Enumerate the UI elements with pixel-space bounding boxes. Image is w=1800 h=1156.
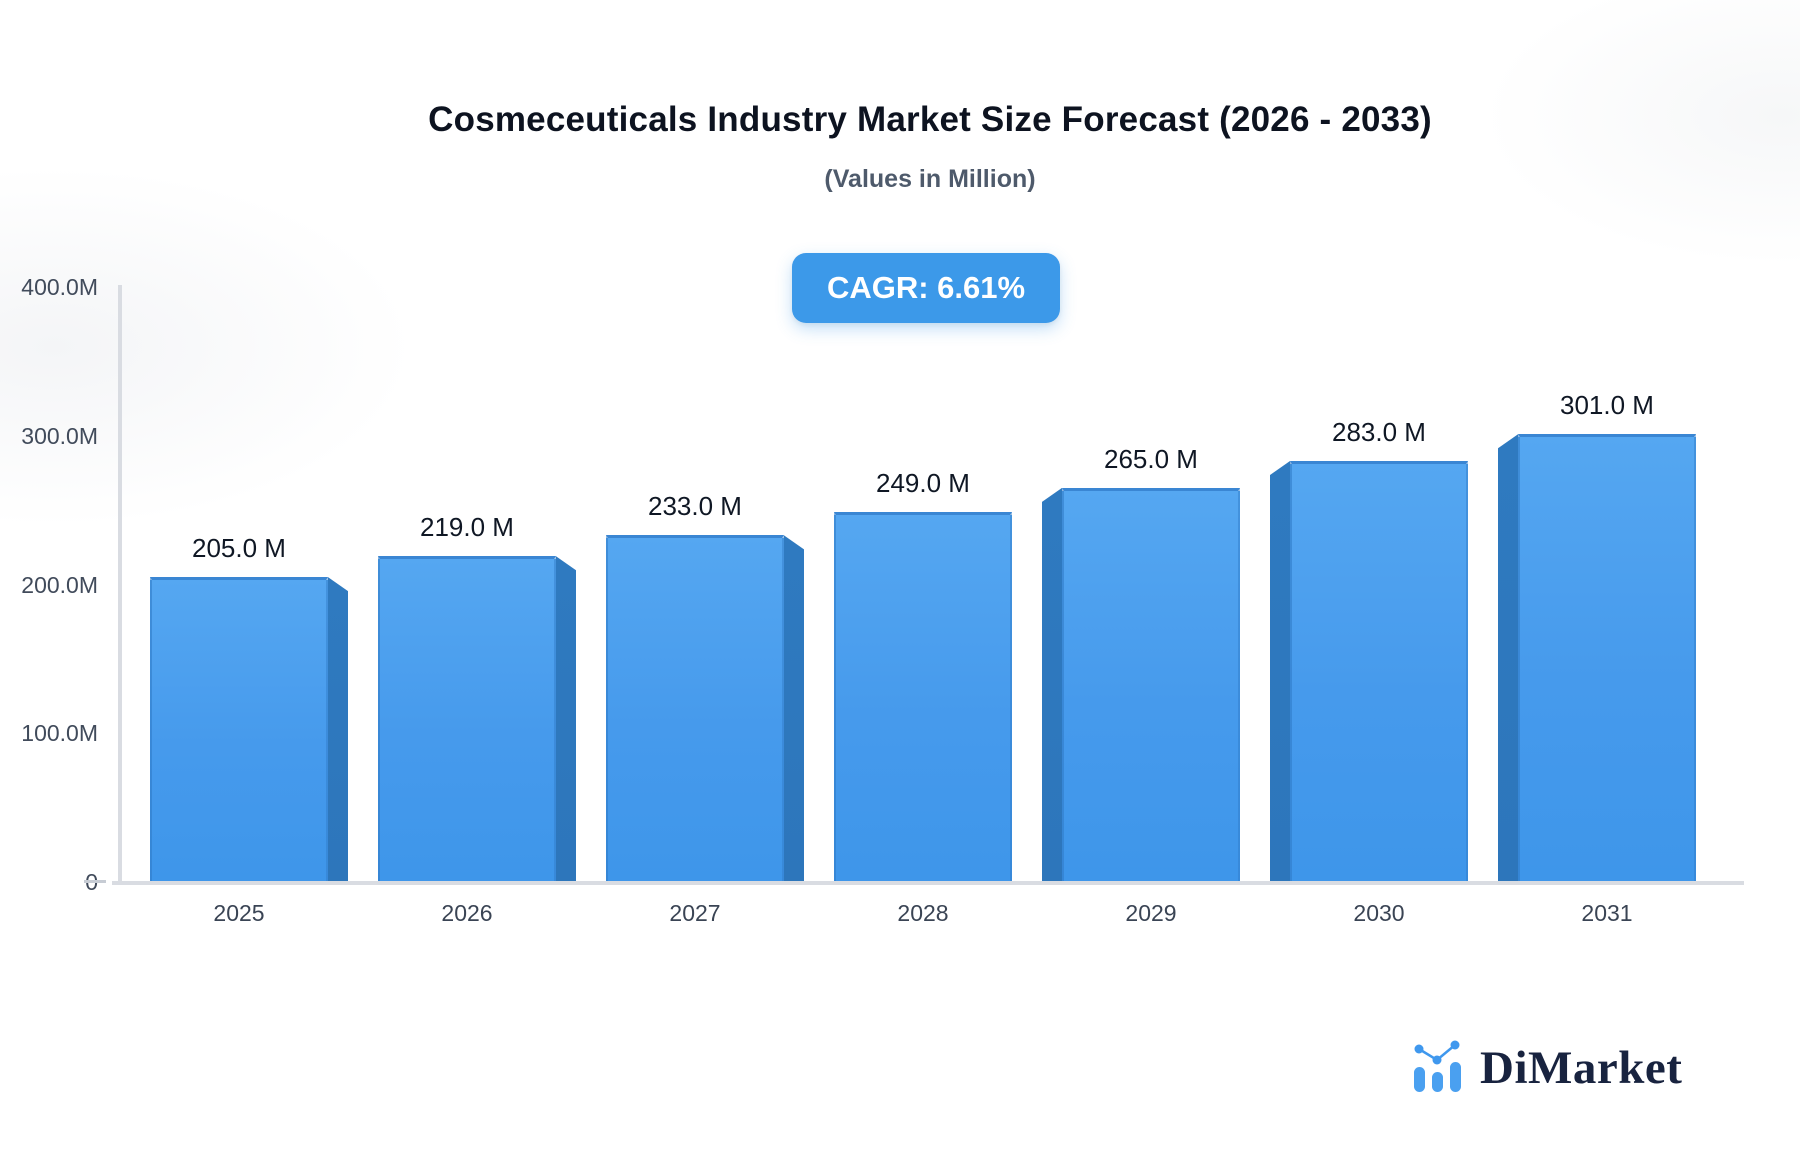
bar-2027 [606,535,784,882]
bar-value-label: 301.0 M [1560,390,1654,421]
y-tick-label: 400.0M [21,274,98,300]
bar-chart-trend-icon [1408,1036,1466,1099]
cagr-badge: CAGR: 6.61% [792,253,1060,323]
bar-2029 [1062,487,1240,882]
bar-side-face [1042,487,1062,882]
bar-value-label: 205.0 M [192,533,286,564]
brand-logo: DiMarket [1408,1036,1682,1099]
x-axis-line [112,881,1744,885]
bar-value-label: 265.0 M [1104,443,1198,474]
y-tick-dash [84,880,106,883]
x-tick-label: 2028 [897,900,949,926]
x-tick-label: 2026 [441,900,493,926]
bar-value-label: 233.0 M [648,491,742,522]
bar-2031 [1518,434,1696,882]
bar-2025 [150,577,328,882]
brand-name: DiMarket [1480,1041,1683,1094]
x-tick-label: 2030 [1353,900,1405,926]
bar-side-face [1270,461,1290,882]
bar-value-label: 219.0 M [420,512,514,543]
y-tick-label: 100.0M [21,720,98,747]
bar-2030 [1290,461,1468,882]
x-tick-label: 2027 [669,900,721,926]
bar-value-label: 283.0 M [1332,417,1426,448]
chart-subtitle: (Values in Million) [824,165,1036,193]
bar-side-face [556,556,576,882]
y-tick-label: 200.0M [21,571,98,598]
page-title: Cosmeceuticals Industry Market Size Fore… [428,100,1432,139]
x-tick-label: 2025 [213,900,265,926]
bar-2028 [834,511,1012,882]
x-tick-label: 2029 [1125,900,1177,926]
bar-side-face [1498,434,1518,882]
y-axis-line [118,285,122,883]
bar-side-face [328,577,348,882]
bar-value-label: 249.0 M [876,467,970,498]
y-tick-label: 300.0M [21,422,98,449]
bar-2026 [378,556,556,882]
x-tick-label: 2031 [1581,900,1633,926]
bar-side-face [784,535,804,882]
